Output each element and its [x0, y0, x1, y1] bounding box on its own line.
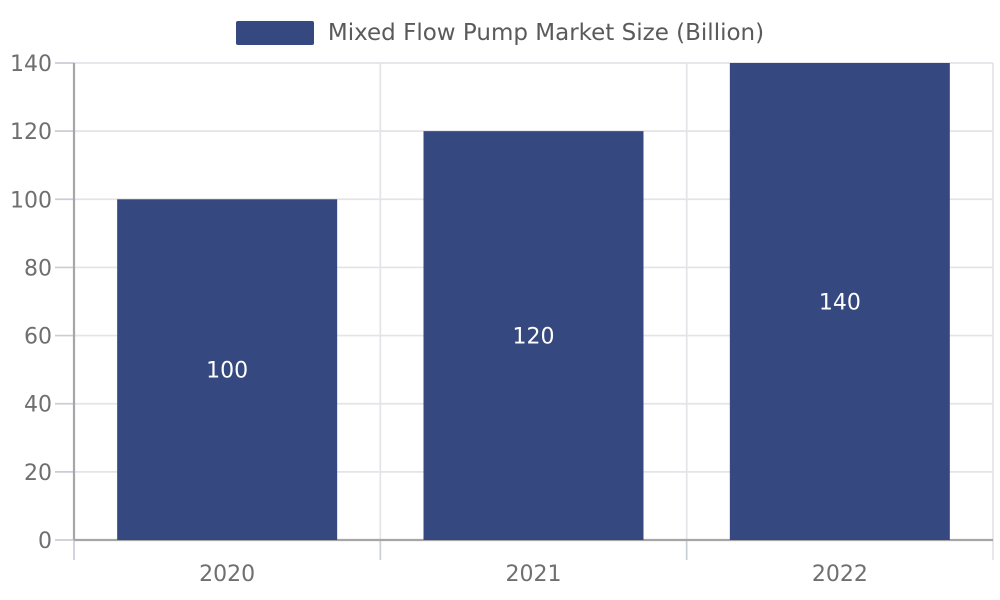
legend-label: Mixed Flow Pump Market Size (Billion) — [327, 20, 765, 46]
bar-value-label: 100 — [206, 359, 248, 384]
bar — [729, 63, 950, 540]
y-tick-label: 60 — [24, 325, 52, 350]
legend-item[interactable]: Mixed Flow Pump Market Size (Billion) — [235, 20, 765, 46]
y-tick-label: 100 — [10, 188, 52, 213]
bar-value-label: 140 — [819, 291, 861, 316]
chart-legend: Mixed Flow Pump Market Size (Billion) — [0, 20, 1000, 46]
bar-value-label: 120 — [513, 325, 555, 350]
x-tick-label: 2020 — [199, 562, 255, 587]
y-tick-label: 20 — [24, 461, 52, 486]
bar — [423, 131, 644, 540]
y-tick-label: 140 — [10, 52, 52, 77]
y-tick-label: 40 — [24, 393, 52, 418]
y-tick-label: 80 — [24, 256, 52, 281]
y-tick-label: 120 — [10, 120, 52, 145]
x-tick-label: 2021 — [506, 562, 562, 587]
x-tick-label: 2022 — [812, 562, 868, 587]
bar — [117, 199, 338, 541]
y-tick-label: 0 — [38, 529, 52, 554]
legend-swatch — [235, 21, 314, 45]
